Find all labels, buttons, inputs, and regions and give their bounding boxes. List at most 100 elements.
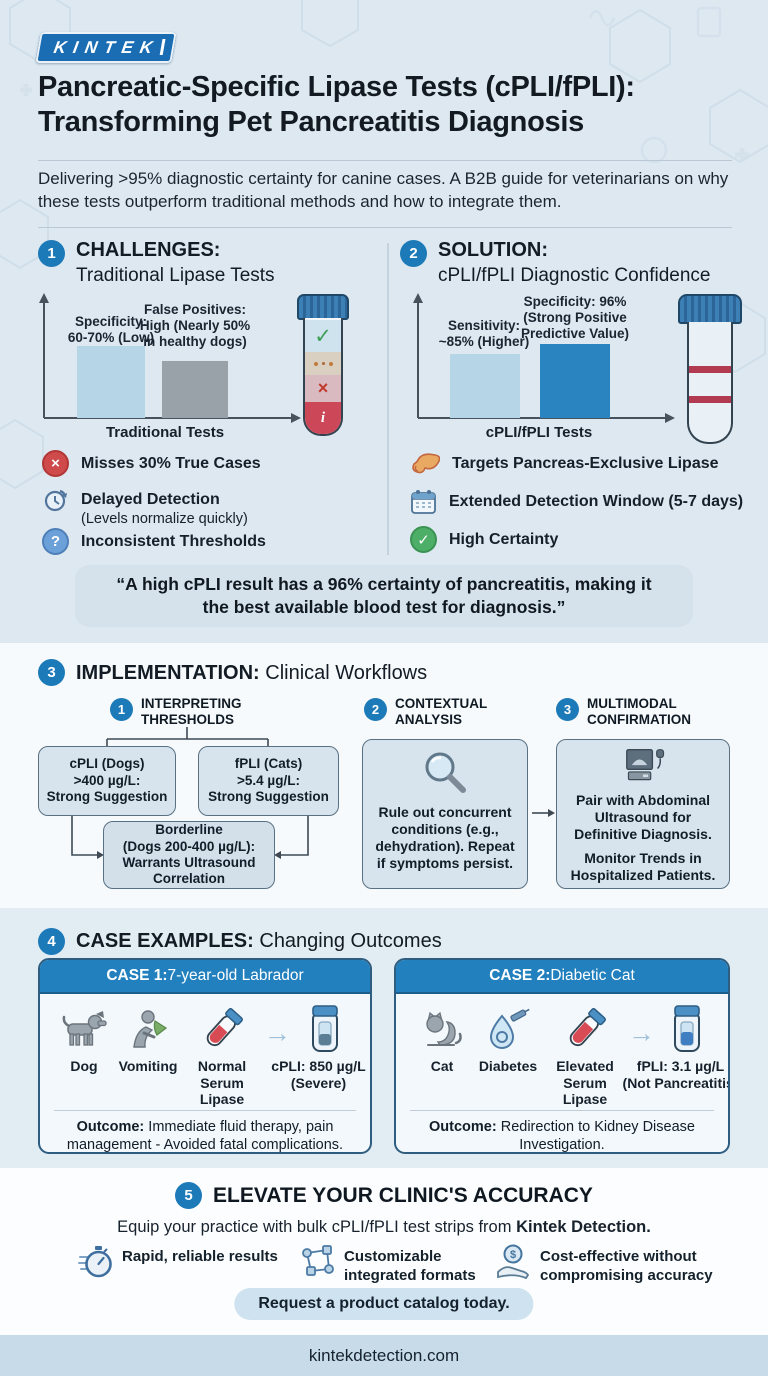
specificity-bar bbox=[540, 344, 610, 418]
chart-axes bbox=[39, 293, 301, 423]
cost-icon: $ bbox=[497, 1244, 530, 1280]
arrow-icon: → bbox=[628, 1018, 655, 1048]
cta-section: 5 ELEVATE YOUR CLINIC'S ACCURACY Equip y… bbox=[0, 1168, 768, 1335]
cta-heading: 5 ELEVATE YOUR CLINIC'S ACCURACY bbox=[0, 1182, 768, 1209]
vomiting-icon bbox=[133, 1010, 168, 1048]
case-item-cat: Cat bbox=[414, 1004, 470, 1075]
step-1-title: INTERPRETING THRESHOLDS bbox=[141, 696, 242, 728]
feature-rapid-results: Rapid, reliable results bbox=[78, 1244, 278, 1280]
case-2-result: fPLI: 3.1 µg/L (Not Pancreatitis) bbox=[623, 1004, 728, 1091]
calendar-icon bbox=[411, 490, 436, 514]
bar-label-false-positives: False Positives: High (Nearly 50% in hea… bbox=[139, 302, 251, 349]
fpli-threshold-box: fPLI (Cats) >5.4 µg/L: Strong Suggestion bbox=[198, 746, 339, 816]
false-positives-bar bbox=[162, 361, 228, 418]
arrow-icon: → bbox=[264, 1018, 291, 1048]
stopwatch-icon bbox=[78, 1246, 112, 1278]
bar-label-sensitivity: Sensitivity: ~85% (Higher) bbox=[438, 318, 530, 349]
title-line-2: Transforming Pet Pancreatitis Diagnosis bbox=[38, 106, 584, 139]
traditional-tests-bar-chart: Specificity: 60-70% (Low) False Positive… bbox=[30, 290, 320, 460]
borderline-box: Borderline (Dogs 200-400 µg/L): Warrants… bbox=[103, 821, 275, 889]
solution-heading: SOLUTION: cPLI/fPLI Diagnostic Confidenc… bbox=[438, 239, 711, 286]
cpli-threshold-box: cPLI (Dogs) >400 µg/L: Strong Suggestion bbox=[38, 746, 176, 816]
info-segment: i bbox=[305, 402, 341, 434]
svg-text:$: $ bbox=[510, 1249, 516, 1261]
implementation-section: 3 IMPLEMENTATION: Clinical Workflows 1 I… bbox=[0, 643, 768, 908]
question-circle-icon: ? bbox=[42, 528, 69, 555]
test-strip-icon bbox=[312, 1005, 338, 1052]
column-divider bbox=[387, 243, 389, 555]
step-2-title: CONTEXTUAL ANALYSIS bbox=[395, 696, 488, 728]
solution-bullet: Targets Pancreas-Exclusive Lipase bbox=[410, 450, 719, 476]
ultrasound-machine-icon bbox=[626, 749, 665, 781]
x-axis-label: Traditional Tests bbox=[105, 424, 225, 441]
case-1-result: cPLI: 850 µg/L (Severe) bbox=[271, 1004, 370, 1091]
step-3-badge: 3 bbox=[556, 698, 579, 721]
quote-box: “A high cPLI result has a 96% certainty … bbox=[75, 565, 693, 627]
tube-cap bbox=[297, 294, 349, 320]
cases-heading: CASE EXAMPLES: Changing Outcomes bbox=[76, 930, 442, 952]
challenge-bullet: Delayed Detection (Levels normalize quick… bbox=[42, 486, 248, 529]
request-catalog-button[interactable]: Request a product catalog today. bbox=[234, 1288, 534, 1320]
case-1-outcome: Outcome: Immediate fluid therapy, pain m… bbox=[54, 1110, 356, 1152]
case-2-header: CASE 2: Diabetic Cat bbox=[396, 960, 728, 994]
section-3-badge: 3 bbox=[38, 659, 65, 686]
result-note: (Not Pancreatitis) bbox=[622, 1074, 730, 1091]
challenge-bullet: × Misses 30% True Cases bbox=[42, 450, 261, 477]
specks-segment bbox=[305, 352, 341, 375]
kintek-logo: KINTEK bbox=[35, 32, 178, 63]
solution-bullet: ✓ High Certainty bbox=[410, 526, 558, 553]
divider bbox=[38, 227, 732, 228]
case-item-serum-lipase: Normal Serum Lipase bbox=[182, 1004, 262, 1108]
bar-label-specificity: Specificity: 60-70% (Low) bbox=[67, 314, 155, 345]
traditional-test-tube-illustration: ✓ × i bbox=[297, 294, 349, 436]
check-circle-icon: ✓ bbox=[410, 526, 437, 553]
case-examples-section: 4 CASE EXAMPLES: Changing Outcomes CASE … bbox=[0, 908, 768, 1168]
check-mark-segment: ✓ bbox=[305, 320, 341, 352]
test-band bbox=[689, 396, 731, 403]
feature-customizable-formats: Customizable integrated formats bbox=[300, 1244, 476, 1286]
x-circle-icon: × bbox=[42, 450, 69, 477]
pancreas-icon bbox=[412, 453, 440, 474]
challenge-bullet: ? Inconsistent Thresholds bbox=[42, 528, 266, 555]
page-title: Pancreatic-Specific Lipase Tests (cPLI/f… bbox=[38, 70, 635, 141]
x-axis-label: cPLI/fPLI Tests bbox=[485, 424, 593, 441]
step-2-badge: 2 bbox=[364, 698, 387, 721]
intro-subtitle: Delivering >95% diagnostic certainty for… bbox=[38, 169, 729, 211]
section-2-badge: 2 bbox=[400, 240, 427, 267]
chart-axes bbox=[413, 293, 675, 423]
bar-label-specificity-96: Specificity: 96% (Strong Positive Predic… bbox=[520, 294, 630, 341]
multimodal-confirmation-box: Pair with Abdominal Ultrasound for Defin… bbox=[556, 739, 730, 889]
section-4-badge: 4 bbox=[38, 928, 65, 955]
implementation-heading: IMPLEMENTATION: Clinical Workflows bbox=[76, 662, 428, 684]
footer: kintekdetection.com bbox=[0, 1335, 768, 1376]
case-2-outcome: Outcome: Redirection to Kidney Disease I… bbox=[410, 1110, 714, 1152]
test-band bbox=[689, 366, 731, 373]
section-5-badge: 5 bbox=[175, 1182, 203, 1209]
x-mark-segment: × bbox=[305, 375, 341, 402]
step-3-title: MULTIMODAL CONFIRMATION bbox=[587, 696, 691, 728]
cpli-test-tube-illustration bbox=[678, 294, 742, 444]
website-link[interactable]: kintekdetection.com bbox=[308, 1345, 460, 1365]
case-2-card: CASE 2: Diabetic Cat Cat bbox=[394, 958, 730, 1154]
case-item-dog: Dog bbox=[54, 1004, 114, 1075]
case-1-card: CASE 1: 7-year-old Labrador bbox=[38, 958, 372, 1154]
header-and-comparison-section: KINTEK Pancreatic-Specific Lipase Tests … bbox=[0, 0, 768, 643]
result-note: (Severe) bbox=[290, 1074, 347, 1091]
case-item-diabetes: Diabetes bbox=[474, 1004, 542, 1075]
logo-slash bbox=[159, 39, 166, 55]
cpli-fpli-bar-chart: Sensitivity: ~85% (Higher) Specificity: … bbox=[404, 290, 694, 460]
solution-bullet: Extended Detection Window (5-7 days) bbox=[410, 488, 743, 515]
step-1-badge: 1 bbox=[110, 698, 133, 721]
title-line-1: Pancreatic-Specific Lipase Tests (cPLI/f… bbox=[38, 71, 635, 103]
tube-cap bbox=[678, 294, 742, 324]
flowchart-connectors bbox=[71, 727, 555, 859]
blood-tube-icon bbox=[569, 1008, 606, 1047]
case-1-header: CASE 1: 7-year-old Labrador bbox=[40, 960, 370, 994]
kintek-logo-text: KINTEK bbox=[52, 38, 161, 57]
dog-icon bbox=[62, 1011, 107, 1046]
section-1-badge: 1 bbox=[38, 240, 65, 267]
blood-tube-icon bbox=[206, 1008, 243, 1047]
cta-subline: Equip your practice with bulk cPLI/fPLI … bbox=[117, 1218, 651, 1236]
contextual-analysis-box: Rule out concurrent conditions (e.g., de… bbox=[362, 739, 528, 889]
